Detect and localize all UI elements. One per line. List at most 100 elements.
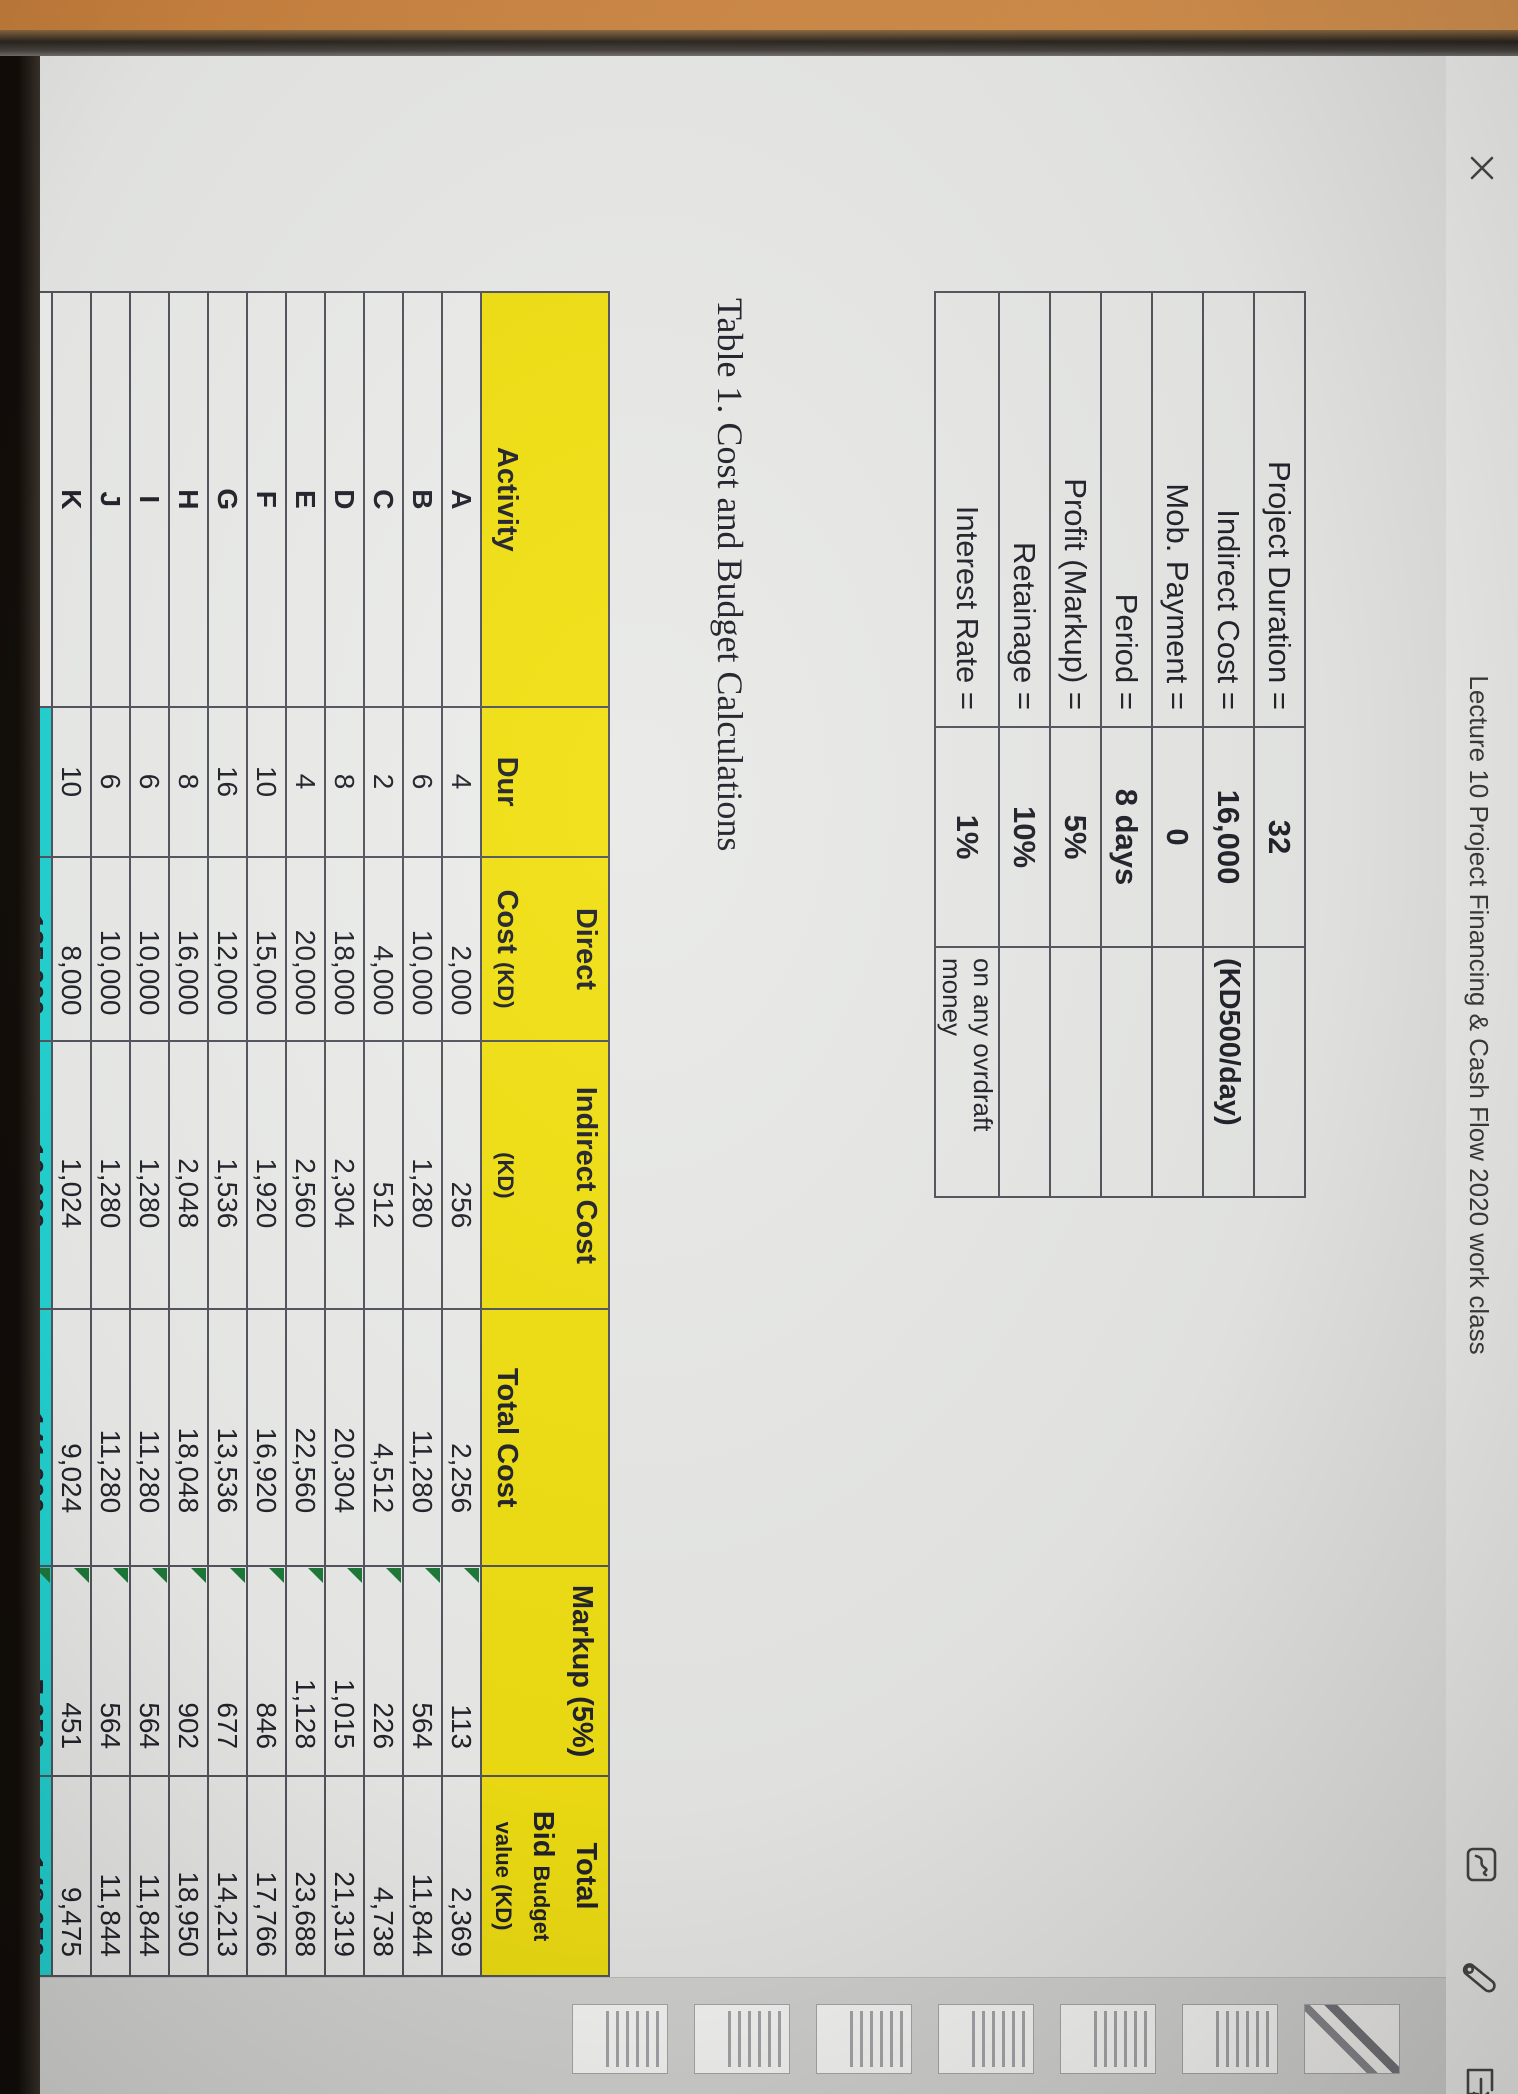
cell-total_bid: 2,369 — [442, 1776, 481, 1976]
cell-total_bid: 18,950 — [169, 1776, 208, 1976]
page-thumbnail[interactable] — [938, 2004, 1034, 2074]
cell-markup: 564 — [403, 1566, 442, 1777]
param-label: Interest Rate = — [935, 292, 999, 727]
param-value: 10% — [999, 727, 1050, 947]
cell-dur: 8 — [169, 706, 208, 857]
cell-total_bid: 21,319 — [325, 1776, 364, 1976]
cell-total_bid: 11,844 — [403, 1776, 442, 1976]
cell-indirect: 2,048 — [169, 1041, 208, 1310]
cell-direct: 10,000 — [91, 856, 130, 1042]
cell-markup: 564 — [130, 1566, 169, 1777]
page-thumbnail[interactable] — [816, 2004, 912, 2074]
cell-total_cost: 4,512 — [364, 1309, 403, 1567]
cell-markup: 226 — [364, 1566, 403, 1777]
main-table-body: A 4 2,000 256 2,256 113 2,369 B 6 10,000 1,280 11,2… — [14, 292, 481, 1976]
cell-markup: 902 — [169, 1566, 208, 1777]
excel-flag-triangle-icon — [152, 1568, 167, 1584]
page-thumbnail[interactable] — [1182, 2004, 1278, 2074]
screen-bottom-bezel — [0, 0, 40, 2094]
page-thumbnail[interactable] — [1304, 2004, 1400, 2074]
column-header: Dur — [481, 706, 609, 857]
cell-activity: D — [325, 292, 364, 707]
param-value: 32 — [1254, 727, 1305, 947]
param-value: 8 days — [1101, 727, 1152, 947]
excel-flag-triangle-icon — [113, 1568, 128, 1584]
cell-total_cost: 11,280 — [91, 1309, 130, 1567]
param-label: Profit (Markup) = — [1050, 292, 1101, 727]
screen-edge-bezel — [0, 30, 1518, 56]
param-label: Indirect Cost = — [1203, 292, 1254, 727]
excel-flag-triangle-icon — [191, 1568, 206, 1584]
page-thumbnail[interactable] — [572, 2004, 668, 2074]
app-toolbar: Lecture 10 Project Financing & Cash Flow… — [1444, 56, 1518, 2094]
cell-dur: 6 — [91, 706, 130, 857]
cell-total_cost: 9,024 — [52, 1309, 91, 1567]
cell-total_cost: 2,256 — [442, 1309, 481, 1567]
cell-total_bid: 11,844 — [130, 1776, 169, 1976]
cell-indirect: 512 — [364, 1041, 403, 1310]
table-row: C 2 4,000 512 4,512 226 4,738 — [364, 292, 403, 1976]
cell-dur: 10 — [52, 706, 91, 857]
param-value: 16,000 — [1203, 727, 1254, 947]
cell-total_bid: 4,738 — [364, 1776, 403, 1976]
param-note: on any ovrdraft money — [935, 947, 999, 1197]
cell-total_bid: 9,475 — [52, 1776, 91, 1976]
table-row: D 8 18,000 2,304 20,304 1,015 21,319 — [325, 292, 364, 1976]
cell-indirect: 256 — [442, 1041, 481, 1310]
cell-indirect: 1,280 — [403, 1041, 442, 1310]
excel-flag-triangle-icon — [464, 1568, 479, 1584]
cell-dur: 16 — [208, 706, 247, 857]
cell-indirect: 2,560 — [286, 1041, 325, 1310]
project-parameters-table: Project Duration = 32 Indirect Cost = 16,00… — [934, 291, 1306, 1198]
table-row: H 8 16,000 2,048 18,048 902 18,950 — [169, 292, 208, 1976]
cell-indirect: 2,304 — [325, 1041, 364, 1310]
column-header: Total Cost — [481, 1309, 609, 1567]
cell-total_cost: 13,536 — [208, 1309, 247, 1567]
excel-flag-triangle-icon — [425, 1568, 440, 1584]
param-value: 0 — [1152, 727, 1203, 947]
annotate-icon[interactable] — [1460, 1842, 1504, 1886]
cell-markup: 1,128 — [286, 1566, 325, 1777]
close-icon[interactable] — [1460, 146, 1504, 190]
param-note — [1152, 947, 1203, 1197]
excel-flag-triangle-icon — [347, 1568, 362, 1584]
cell-dur: 10 — [247, 706, 286, 857]
param-note: (KD500/day) — [1203, 947, 1254, 1197]
table-caption: Table 1. Cost and Budget Calculations — [710, 298, 750, 852]
pdf-page: Project Duration = 32 Indirect Cost = 16,00… — [14, 56, 1446, 1977]
table-row: K 10 8,000 1,024 9,024 451 9,475 — [52, 292, 91, 1976]
params-row: Interest Rate = 1% on any ovrdraft money — [935, 292, 999, 1197]
params-row: Period = 8 days — [1101, 292, 1152, 1197]
param-label: Mob. Payment = — [1152, 292, 1203, 727]
page-thumbnail[interactable] — [694, 2004, 790, 2074]
desk-surface — [0, 0, 1518, 30]
cell-activity: F — [247, 292, 286, 707]
cell-direct: 10,000 — [403, 856, 442, 1042]
page-thumbnail[interactable] — [1060, 2004, 1156, 2074]
cell-markup: 846 — [247, 1566, 286, 1777]
param-note — [999, 947, 1050, 1197]
cell-total_cost: 22,560 — [286, 1309, 325, 1567]
table-row: A 4 2,000 256 2,256 113 2,369 — [442, 292, 481, 1976]
column-header: Indirect Cost (KD) — [481, 1041, 609, 1310]
cell-direct: 18,000 — [325, 856, 364, 1042]
cell-dur: 4 — [442, 706, 481, 857]
table-row: J 6 10,000 1,280 11,280 564 11,844 — [91, 292, 130, 1976]
excel-flag-triangle-icon — [386, 1568, 401, 1584]
table-row: G 16 12,000 1,536 13,536 677 14,213 — [208, 292, 247, 1976]
cell-total_bid: 14,213 — [208, 1776, 247, 1976]
param-note — [1101, 947, 1152, 1197]
document-title: Lecture 10 Project Financing & Cash Flow… — [1464, 675, 1494, 1355]
params-row: Profit (Markup) = 5% — [1050, 292, 1101, 1197]
cell-markup: 564 — [91, 1566, 130, 1777]
cell-activity: A — [442, 292, 481, 707]
cell-dur: 2 — [364, 706, 403, 857]
pencil-icon[interactable] — [1460, 1956, 1504, 2000]
cell-direct: 15,000 — [247, 856, 286, 1042]
cell-total_cost: 11,280 — [403, 1309, 442, 1567]
params-row: Retainage = 10% — [999, 292, 1050, 1197]
params-row: Indirect Cost = 16,000 (KD500/day) — [1203, 292, 1254, 1197]
cell-total_cost: 18,048 — [169, 1309, 208, 1567]
share-export-icon[interactable] — [1460, 2062, 1504, 2094]
